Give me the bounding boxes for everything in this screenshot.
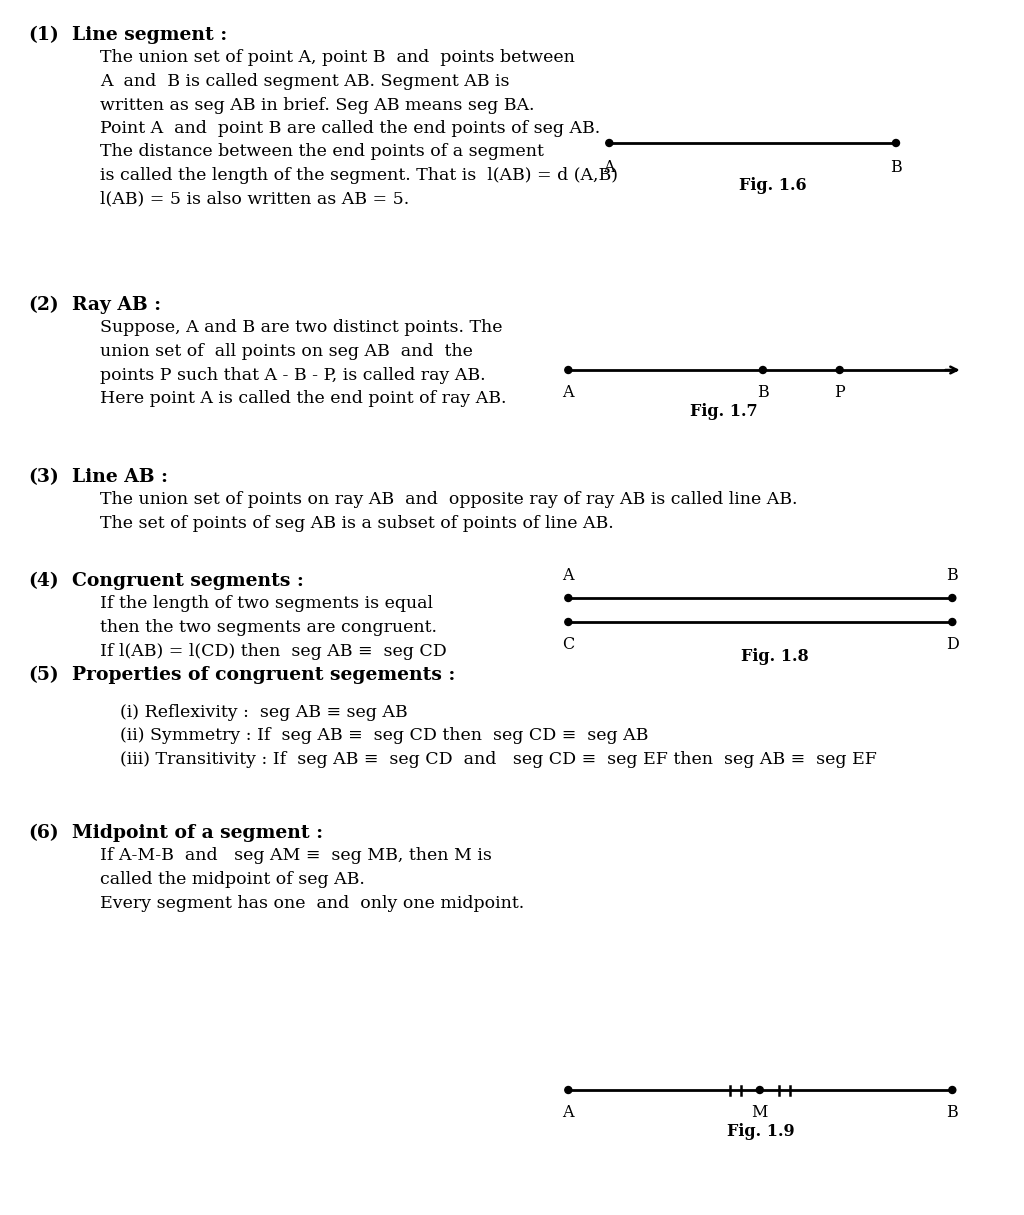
Text: A: A (603, 159, 615, 176)
Text: Properties of congruent segements :: Properties of congruent segements : (72, 666, 456, 684)
Circle shape (565, 594, 571, 601)
Text: Here point A is called the end point of ray AB.: Here point A is called the end point of … (100, 390, 507, 407)
Text: The union set of points on ray AB  and  opposite ray of ray AB is called line AB: The union set of points on ray AB and op… (100, 492, 798, 509)
Text: Fig. 1.8: Fig. 1.8 (741, 648, 809, 665)
Text: (6): (6) (28, 824, 58, 842)
Text: Midpoint of a segment :: Midpoint of a segment : (72, 824, 324, 842)
Text: written as seg AB in brief. Seg AB means seg BA.: written as seg AB in brief. Seg AB means… (100, 96, 535, 113)
Text: Ray AB :: Ray AB : (72, 296, 161, 313)
Text: (5): (5) (28, 666, 58, 684)
Text: is called the length of the segment. That is  l(AB) = d (A,B): is called the length of the segment. Tha… (100, 166, 618, 183)
Text: Every segment has one  and  only one midpoint.: Every segment has one and only one midpo… (100, 894, 524, 911)
Text: A: A (562, 1104, 574, 1121)
Text: The union set of point A, point B  and  points between: The union set of point A, point B and po… (100, 50, 574, 67)
Text: Fig. 1.7: Fig. 1.7 (690, 403, 758, 420)
Text: C: C (562, 635, 574, 652)
Circle shape (565, 618, 571, 626)
Text: Line AB :: Line AB : (72, 468, 168, 486)
Text: P: P (835, 384, 845, 401)
Circle shape (757, 1086, 763, 1094)
Text: B: B (946, 567, 958, 584)
Text: If the length of two segments is equal: If the length of two segments is equal (100, 595, 433, 612)
Text: If l(AB) = l(CD) then  seg AB ≡  seg CD: If l(AB) = l(CD) then seg AB ≡ seg CD (100, 643, 446, 660)
Text: A  and  B is called segment AB. Segment AB is: A and B is called segment AB. Segment AB… (100, 73, 510, 90)
Circle shape (565, 367, 571, 373)
Text: The distance between the end points of a segment: The distance between the end points of a… (100, 143, 544, 160)
Text: A: A (562, 567, 574, 584)
Text: If A-M-B  and   seg AM ≡  seg MB, then M is: If A-M-B and seg AM ≡ seg MB, then M is (100, 848, 492, 865)
Text: called the midpoint of seg AB.: called the midpoint of seg AB. (100, 871, 365, 888)
Text: Line segment :: Line segment : (72, 26, 227, 44)
Text: (3): (3) (28, 468, 58, 486)
Text: B: B (890, 159, 902, 176)
Text: A: A (562, 384, 574, 401)
Circle shape (949, 618, 955, 626)
Text: Suppose, A and B are two distinct points. The: Suppose, A and B are two distinct points… (100, 320, 503, 337)
Circle shape (760, 367, 766, 373)
Text: Congruent segments :: Congruent segments : (72, 572, 304, 590)
Text: points P such that A - B - P, is called ray AB.: points P such that A - B - P, is called … (100, 367, 485, 384)
Circle shape (949, 594, 955, 601)
Text: (iii) Transitivity : If  seg AB ≡  seg CD  and   seg CD ≡  seg EF then  seg AB ≡: (iii) Transitivity : If seg AB ≡ seg CD … (120, 751, 877, 768)
Text: B: B (757, 384, 769, 401)
Text: (2): (2) (28, 296, 58, 313)
Text: B: B (946, 1104, 958, 1121)
Text: then the two segments are congruent.: then the two segments are congruent. (100, 618, 437, 635)
Circle shape (893, 140, 899, 147)
Text: union set of  all points on seg AB  and  the: union set of all points on seg AB and th… (100, 343, 473, 360)
Circle shape (606, 140, 612, 147)
Text: D: D (946, 635, 958, 652)
Text: (4): (4) (28, 572, 58, 590)
Text: (ii) Symmetry : If  seg AB ≡  seg CD then  seg CD ≡  seg AB: (ii) Symmetry : If seg AB ≡ seg CD then … (120, 727, 648, 744)
Text: The set of points of seg AB is a subset of points of line AB.: The set of points of seg AB is a subset … (100, 515, 613, 532)
Text: (1): (1) (28, 26, 58, 44)
Text: Point A  and  point B are called the end points of seg AB.: Point A and point B are called the end p… (100, 120, 600, 137)
Circle shape (949, 1086, 955, 1094)
Text: M: M (752, 1104, 768, 1121)
Text: Fig. 1.9: Fig. 1.9 (726, 1123, 795, 1140)
Text: Fig. 1.6: Fig. 1.6 (739, 177, 807, 194)
Circle shape (565, 1086, 571, 1094)
Text: (i) Reflexivity :  seg AB ≡ seg AB: (i) Reflexivity : seg AB ≡ seg AB (120, 703, 408, 720)
Circle shape (837, 367, 843, 373)
Text: l(AB) = 5 is also written as AB = 5.: l(AB) = 5 is also written as AB = 5. (100, 191, 410, 208)
